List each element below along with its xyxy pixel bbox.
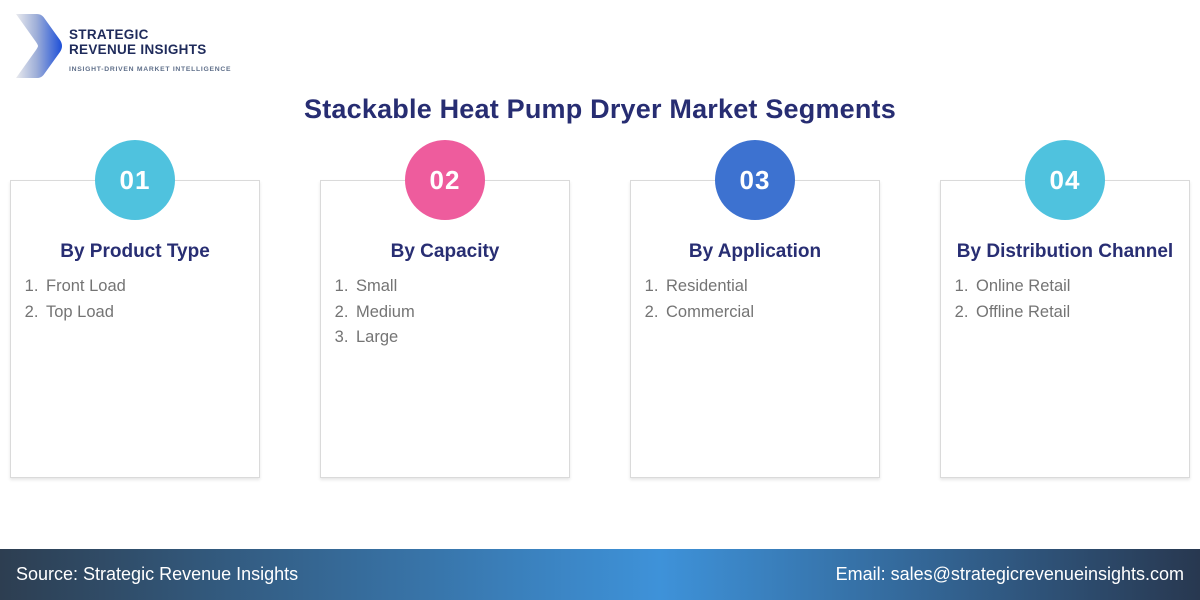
segment-item-list: Online RetailOffline Retail bbox=[941, 274, 1189, 325]
segment-item-list: ResidentialCommercial bbox=[631, 274, 879, 325]
brand-name-line1: STRATEGIC bbox=[69, 27, 149, 42]
segment-item-list: Front LoadTop Load bbox=[11, 274, 259, 325]
brand-text: STRATEGIC REVENUE INSIGHTS INSIGHT-DRIVE… bbox=[69, 14, 231, 73]
segment-number-badge: 04 bbox=[1025, 140, 1105, 220]
segment-number: 01 bbox=[119, 164, 151, 195]
segment-item: Small bbox=[353, 274, 569, 300]
segment-number-badge: 03 bbox=[715, 140, 795, 220]
segment-card: 02 By Capacity SmallMediumLarge bbox=[320, 140, 570, 478]
segment-title: By Product Type bbox=[60, 241, 210, 262]
segment-item: Commercial bbox=[663, 300, 879, 326]
segment-card: 04 By Distribution Channel Online Retail… bbox=[940, 140, 1190, 478]
brand-name-line2: REVENUE INSIGHTS bbox=[69, 42, 207, 57]
segment-item: Front Load bbox=[43, 274, 259, 300]
segment-number: 04 bbox=[1049, 164, 1081, 195]
segment-title: By Distribution Channel bbox=[956, 241, 1174, 262]
footer-source: Source: Strategic Revenue Insights bbox=[16, 564, 299, 584]
segment-number-badge: 02 bbox=[405, 140, 485, 220]
footer-email: Email: sales@strategicrevenueinsights.co… bbox=[835, 564, 1184, 584]
segment-item-list: SmallMediumLarge bbox=[321, 274, 569, 351]
page-title: Stackable Heat Pump Dryer Market Segment… bbox=[304, 94, 896, 124]
footer-bar: Source: Strategic Revenue Insights Email… bbox=[0, 549, 1200, 600]
segment-number: 02 bbox=[429, 164, 461, 195]
chevron-logo-icon bbox=[16, 14, 62, 78]
segment-title: By Capacity bbox=[390, 241, 500, 262]
segment-card: 03 By Application ResidentialCommercial bbox=[630, 140, 880, 478]
segment-item: Medium bbox=[353, 300, 569, 326]
brand-tagline: INSIGHT-DRIVEN MARKET INTELLIGENCE bbox=[69, 66, 232, 73]
segment-item: Top Load bbox=[43, 300, 259, 326]
segment-item: Residential bbox=[663, 274, 879, 300]
segment-item: Online Retail bbox=[973, 274, 1189, 300]
segment-cards: 01 By Product Type Front LoadTop Load 02… bbox=[10, 140, 1190, 478]
segment-item: Large bbox=[353, 325, 569, 351]
segment-number: 03 bbox=[739, 164, 771, 195]
brand-logo: STRATEGIC REVENUE INSIGHTS INSIGHT-DRIVE… bbox=[16, 14, 231, 78]
segment-card: 01 By Product Type Front LoadTop Load bbox=[10, 140, 260, 478]
segment-item: Offline Retail bbox=[973, 300, 1189, 326]
segment-title: By Application bbox=[688, 241, 822, 262]
segment-number-badge: 01 bbox=[95, 140, 175, 220]
